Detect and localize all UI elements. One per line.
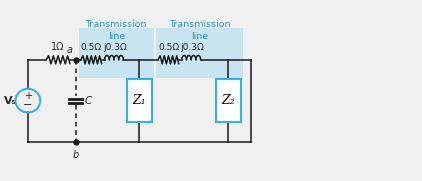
Text: Transmission: Transmission [169,20,230,29]
Text: Z₂: Z₂ [222,94,235,107]
Text: line: line [108,32,125,41]
Text: Transmission: Transmission [86,20,147,29]
FancyBboxPatch shape [127,79,151,122]
FancyBboxPatch shape [216,79,241,122]
Text: +: + [24,91,32,101]
Text: 0.5Ω: 0.5Ω [158,43,179,52]
Text: b: b [73,150,79,160]
FancyBboxPatch shape [79,28,154,78]
Text: j0.3Ω: j0.3Ω [103,43,127,52]
Text: Vₛ: Vₛ [4,96,16,106]
Text: Z₁: Z₁ [133,94,146,107]
Text: −: − [23,100,32,110]
Text: j0.3Ω: j0.3Ω [180,43,204,52]
Text: 1Ω: 1Ω [51,42,65,52]
Text: a: a [66,45,73,55]
Text: 0.5Ω: 0.5Ω [81,43,102,52]
Text: line: line [191,32,208,41]
Text: C: C [84,96,92,106]
FancyBboxPatch shape [156,28,243,78]
